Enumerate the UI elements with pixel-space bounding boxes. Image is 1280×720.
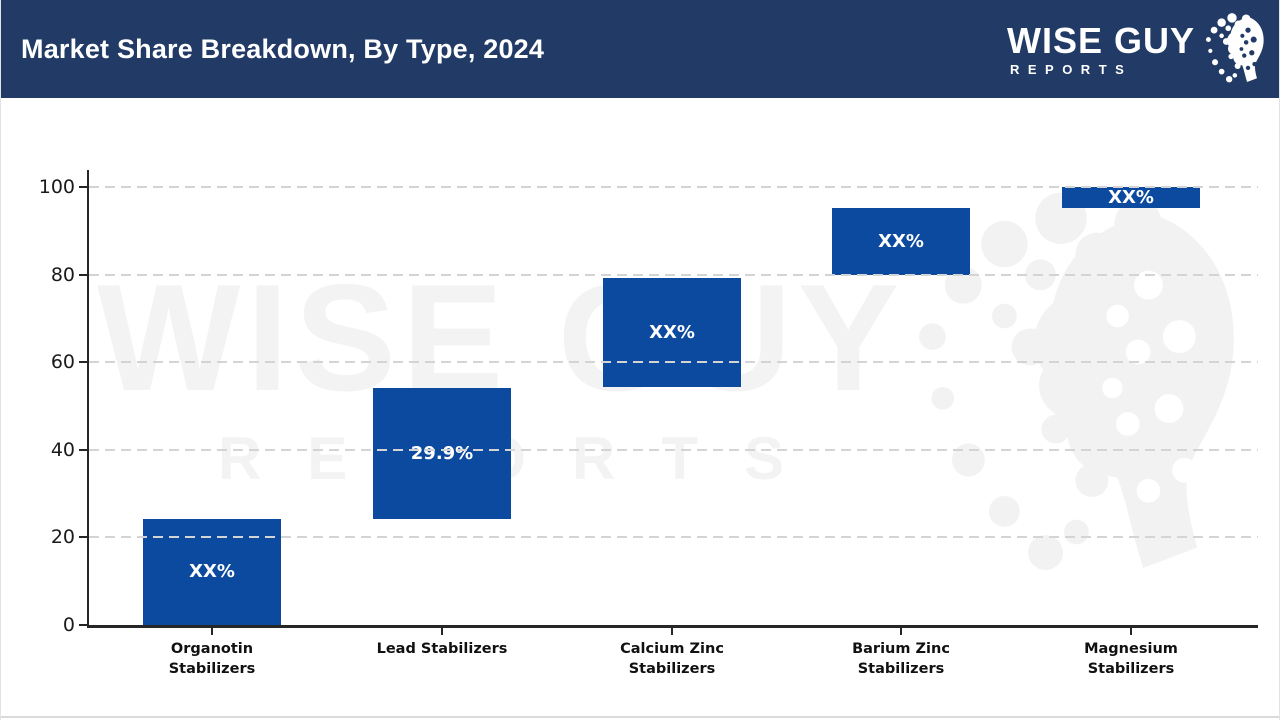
y-tick-label: 20	[50, 526, 75, 549]
y-tick-mark	[79, 186, 88, 188]
gridline	[89, 536, 1258, 539]
y-tick-mark	[79, 536, 88, 539]
bar: XX%	[603, 278, 741, 387]
category-label: Magnesium Stabilizers	[1084, 641, 1178, 677]
y-tick-mark	[79, 273, 88, 276]
gridline	[89, 186, 1258, 188]
y-tick-label: 80	[50, 263, 75, 286]
bar-value-label: XX%	[878, 231, 924, 253]
y-tick-label: 100	[38, 176, 75, 198]
y-tick-label: 40	[50, 438, 75, 461]
y-tick-mark	[79, 448, 88, 451]
brand-text: WISE GUY REPORTS	[1006, 19, 1195, 77]
y-axis	[87, 170, 89, 627]
x-tick-mark	[900, 628, 902, 635]
bar-value-label: XX%	[189, 561, 235, 583]
brand-logo: WISE GUY REPORTS	[1007, 11, 1265, 87]
brand-subname: REPORTS	[1009, 61, 1133, 77]
x-tick-mark	[671, 628, 673, 635]
category-label: Lead Stabilizers	[376, 641, 508, 657]
gridline	[89, 448, 1258, 451]
bar-value-label: 29.9%	[410, 442, 474, 464]
x-tick-mark	[441, 628, 443, 635]
category-label: Organotin Stabilizers	[168, 641, 256, 677]
x-tick-mark	[211, 628, 213, 635]
bar: XX%	[832, 208, 970, 276]
y-tick-label: 60	[50, 351, 75, 374]
y-tick-label: 0	[62, 614, 75, 636]
header: Market Share Breakdown, By Type, 2024 WI…	[1, 0, 1279, 98]
bar: XX%	[1062, 187, 1200, 208]
x-tick-mark	[1130, 628, 1132, 635]
gridline	[89, 273, 1258, 276]
bar: XX%	[143, 518, 281, 625]
category-label: Calcium Zinc Stabilizers	[620, 641, 724, 677]
brand-name: WISE GUY	[1006, 19, 1195, 61]
bar: 29.9%	[373, 387, 511, 519]
gridline	[89, 361, 1258, 364]
category-label: Barium Zinc Stabilizers	[852, 641, 950, 677]
bar-value-label: XX%	[1108, 186, 1154, 208]
bottom-border	[1, 716, 1279, 718]
y-tick-mark	[79, 361, 88, 364]
bar-value-label: XX%	[649, 321, 695, 343]
y-tick-mark	[79, 624, 88, 626]
head-profile-dots-icon	[1205, 13, 1264, 83]
x-axis	[87, 625, 1258, 628]
page-title: Market Share Breakdown, By Type, 2024	[21, 33, 545, 64]
